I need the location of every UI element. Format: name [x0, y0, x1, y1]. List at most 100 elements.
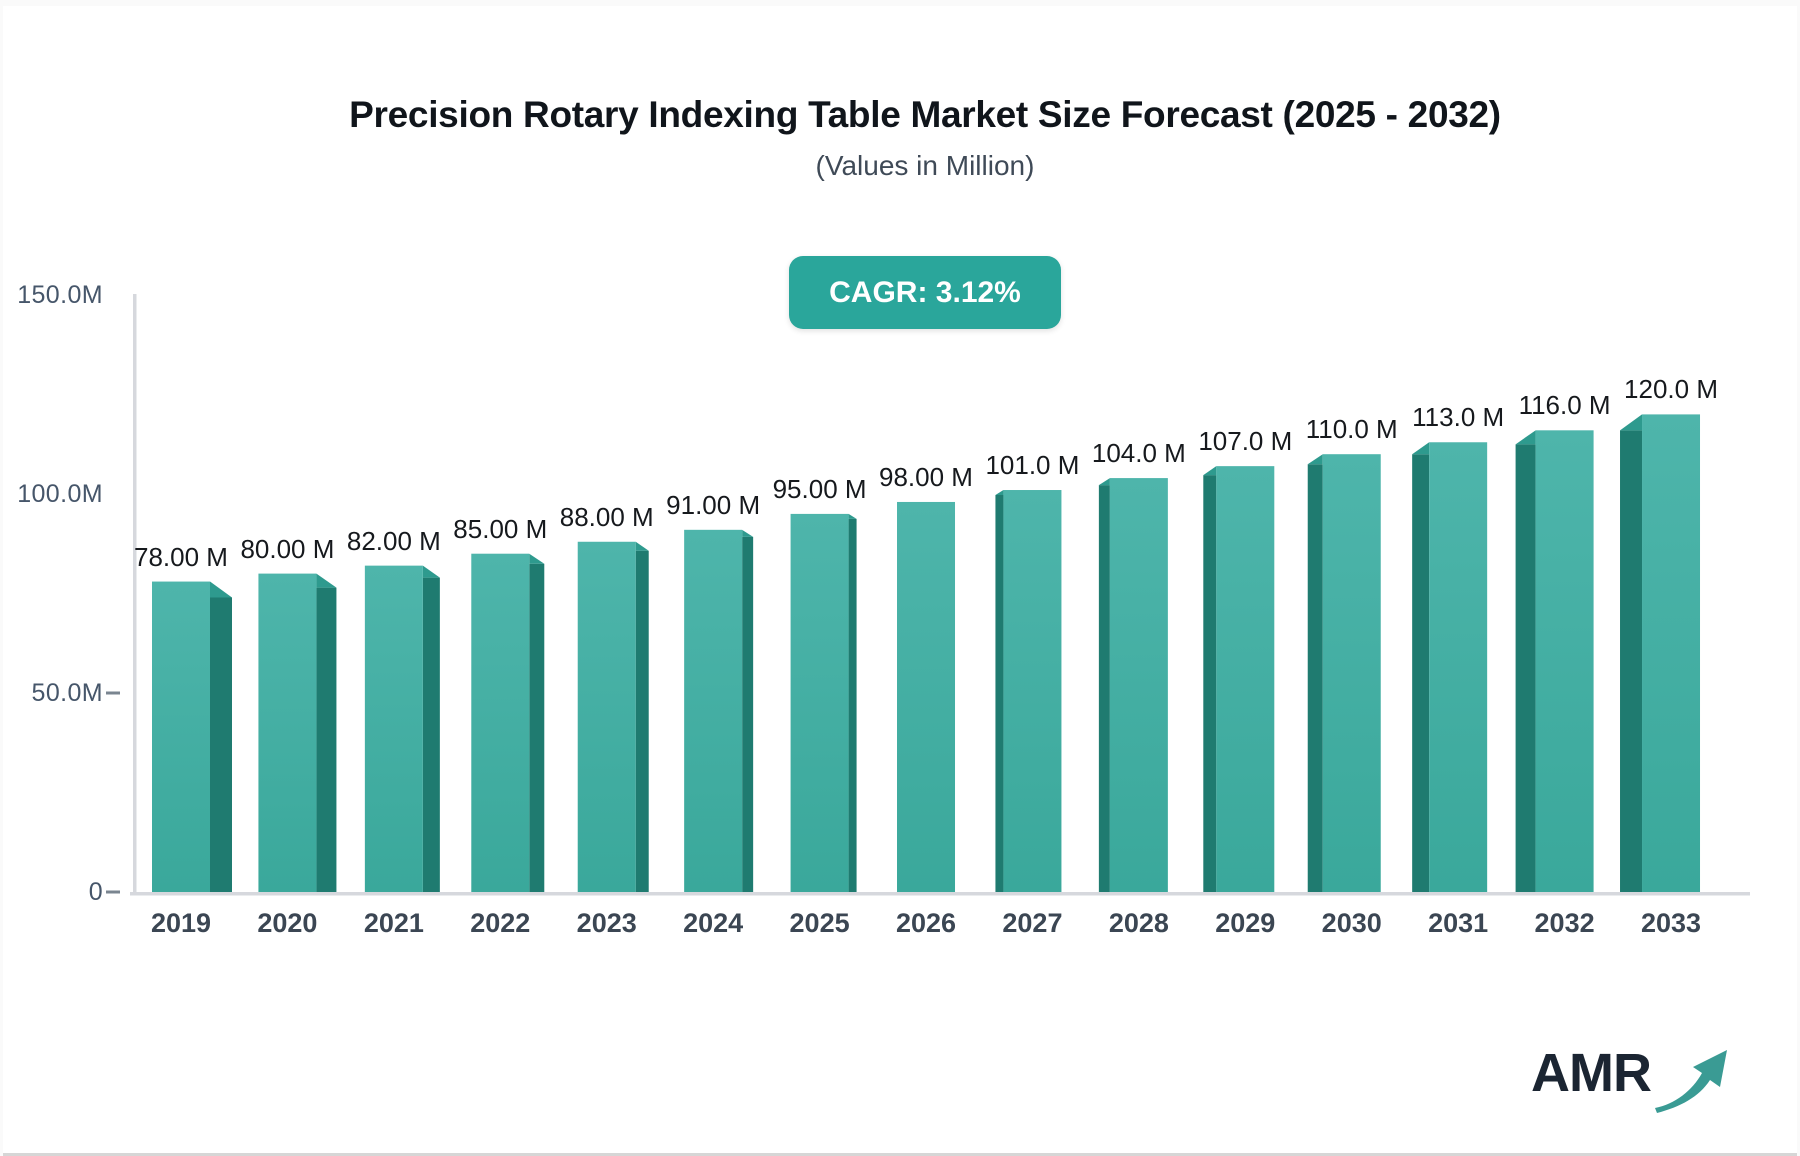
- bar-value-label: 120.0 M: [1624, 374, 1718, 405]
- bar-side-face: [635, 550, 649, 892]
- bar-value-label: 116.0 M: [1518, 390, 1611, 421]
- y-axis-line: [133, 294, 137, 894]
- bar-chart: 78.00 M 2019 80.00 M 2020 82.00 M 2021 85.00 M…: [3, 6, 1797, 1156]
- x-tick-label: 2019: [150, 908, 212, 938]
- amr-logo-arrow-icon: [1655, 1050, 1727, 1113]
- bar-front-face: [577, 541, 636, 892]
- bar-side-face: [995, 495, 1004, 892]
- bar-side-face: [1098, 485, 1110, 892]
- bar-value-label: 107.0 M: [1198, 426, 1293, 457]
- amr-logo-text: AMR: [1531, 1043, 1652, 1103]
- bar-side-face: [529, 563, 545, 892]
- bar-2025: [790, 513, 857, 892]
- bar-front-face: [152, 581, 210, 892]
- bar-top-bevel: [1515, 430, 1536, 445]
- x-tick-label: 2031: [1428, 908, 1489, 938]
- bar-top-bevel: [422, 565, 440, 578]
- y-tick-label: 50.0M: [31, 679, 103, 707]
- bar-side-face: [848, 518, 857, 892]
- bar-top-bevel: [1098, 478, 1110, 486]
- bar-front-face: [1109, 478, 1168, 892]
- bar-front-face: [1322, 454, 1381, 892]
- x-tick-label: 2026: [895, 908, 957, 938]
- x-tick-label: 2023: [576, 908, 637, 938]
- bar-front-face: [684, 529, 743, 892]
- chart-subtitle: (Values in Million): [815, 150, 1035, 181]
- bar-value-label: 91.00 M: [666, 489, 761, 520]
- bar-side-face: [210, 597, 232, 892]
- bar-front-face: [897, 501, 956, 892]
- bar-front-face: [1003, 490, 1062, 892]
- bar-2024: [684, 529, 754, 892]
- x-tick-label: 2028: [1108, 908, 1169, 938]
- x-tick-label: 2022: [470, 908, 531, 938]
- bar-front-face: [1429, 442, 1488, 892]
- page-bottom-border: [3, 1153, 1797, 1156]
- bar-2020: [258, 573, 337, 892]
- bar-2022: [471, 553, 545, 892]
- bar-side-face: [1412, 454, 1430, 892]
- bar-2021: [364, 565, 440, 892]
- bar-top-bevel: [995, 490, 1004, 496]
- bar-side-face: [742, 536, 754, 892]
- bar-2027: [995, 490, 1062, 892]
- x-axis-line: [130, 892, 1750, 896]
- bar-top-bevel: [848, 513, 857, 519]
- y-tick-label: 0: [88, 878, 103, 906]
- bar-front-face: [1535, 430, 1594, 892]
- y-axis-tick: [106, 890, 120, 894]
- bar-value-label: 95.00 M: [772, 473, 867, 504]
- y-tick-label: 150.0M: [17, 281, 103, 309]
- bar-front-face: [471, 553, 530, 892]
- x-tick-label: 2030: [1321, 908, 1382, 938]
- x-tick-label: 2025: [789, 908, 850, 938]
- bar-top-bevel: [529, 553, 545, 564]
- bar-2019: [152, 581, 232, 892]
- bar-front-face: [1642, 414, 1701, 892]
- bar-value-label: 98.00 M: [879, 461, 973, 492]
- cagr-badge: CAGR: 3.12%: [789, 256, 1061, 329]
- bar-front-face: [790, 513, 849, 892]
- bar-side-face: [422, 577, 440, 892]
- x-tick-label: 2024: [683, 908, 744, 938]
- bar-top-bevel: [742, 529, 754, 537]
- bar-top-bevel: [210, 581, 232, 598]
- bar-2029: [1203, 466, 1275, 892]
- bar-top-bevel: [1307, 454, 1323, 465]
- bar-side-face: [1620, 430, 1643, 892]
- bar-value-label: 110.0 M: [1305, 414, 1398, 445]
- x-tick-label: 2020: [257, 908, 318, 938]
- x-tick-label: 2032: [1534, 908, 1595, 938]
- bar-2023: [577, 541, 649, 892]
- bar-value-label: 113.0 M: [1412, 402, 1505, 433]
- bars-canvas: [106, 294, 1750, 896]
- bar-2028: [1098, 478, 1168, 892]
- cagr-badge-container: CAGR: 3.12%: [53, 256, 1797, 329]
- bar-front-face: [258, 573, 317, 892]
- x-tick-label: 2027: [1002, 908, 1063, 938]
- bar-2032: [1515, 430, 1594, 892]
- chart-title: Precision Rotary Indexing Table Market S…: [349, 94, 1501, 135]
- x-tick-label: 2029: [1215, 908, 1276, 938]
- bar-2030: [1307, 454, 1381, 892]
- bar-value-label: 82.00 M: [346, 525, 441, 556]
- bar-value-label: 88.00 M: [559, 501, 654, 532]
- bar-2031: [1412, 442, 1488, 892]
- bar-top-bevel: [316, 573, 337, 588]
- bar-front-face: [364, 565, 423, 892]
- bar-side-face: [1515, 444, 1536, 892]
- x-tick-label: 2021: [363, 908, 424, 938]
- bar-value-label: 80.00 M: [240, 533, 335, 564]
- bar-top-bevel: [635, 541, 649, 551]
- bar-top-bevel: [1203, 466, 1217, 476]
- y-axis-tick: [106, 691, 120, 695]
- bar-top-bevel: [1412, 442, 1430, 455]
- bar-value-label: 85.00 M: [453, 513, 548, 544]
- bar-value-label: 101.0 M: [985, 450, 1080, 481]
- bar-side-face: [1203, 475, 1217, 892]
- amr-logo: AMR: [1531, 1042, 1751, 1122]
- x-tick-label: 2033: [1640, 908, 1702, 938]
- bar-2033: [1620, 414, 1701, 892]
- bar-side-face: [1307, 464, 1323, 892]
